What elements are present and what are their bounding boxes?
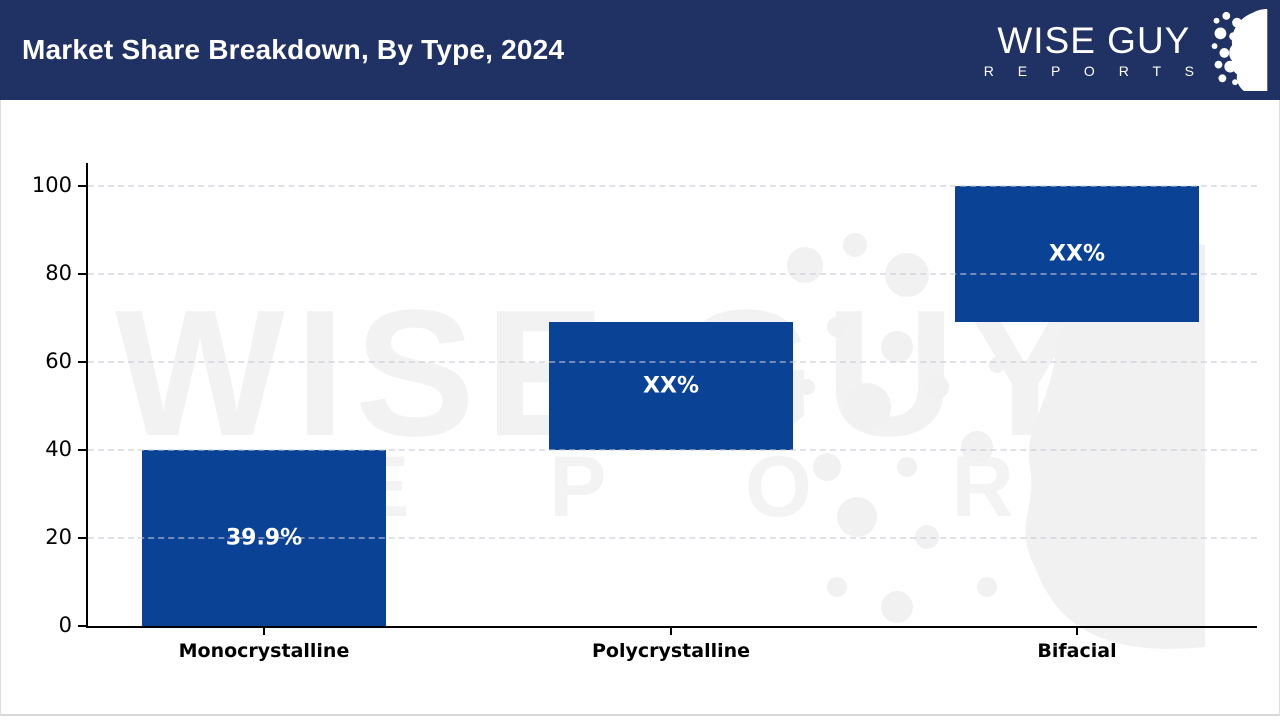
bar-chart: 39.9% XX% XX% 0 20 40 60 80 100 Monocrystalline Po… [0, 100, 1280, 714]
y-tick-label: 40 [45, 437, 72, 461]
y-tick-mark [78, 449, 87, 451]
bar-value-label: 39.9% [225, 525, 303, 551]
wise-guy-reports-logo: WISE GUY R E P O R T S [983, 9, 1268, 91]
y-tick-mark [78, 273, 87, 275]
x-tick-mark [1076, 627, 1078, 635]
x-category-label-polycrystalline: Polycrystalline [591, 640, 751, 662]
bar-polycrystalline [549, 322, 793, 451]
page-left-border [0, 100, 1, 715]
gridline-80 [88, 273, 1257, 275]
bar-bifacial [955, 186, 1199, 323]
bar-value-label: XX% [1049, 241, 1105, 267]
gridline-60 [88, 361, 1257, 363]
x-tick-mark [670, 627, 672, 635]
header-bar: Market Share Breakdown, By Type, 2024 WI… [0, 0, 1280, 100]
y-tick-mark [78, 625, 87, 627]
watermark-dotted-head [787, 233, 1205, 649]
x-axis-line [86, 626, 1257, 628]
x-category-label-monocrystalline: Monocrystalline [178, 640, 350, 662]
y-tick-label: 80 [45, 261, 72, 285]
gridline-40 [88, 449, 1257, 451]
y-tick-mark [78, 361, 87, 363]
x-tick-mark [263, 627, 265, 635]
logo-wordmark: WISE GUY [997, 20, 1191, 61]
dotted-head-icon [1211, 9, 1268, 91]
gridline-100 [88, 185, 1257, 187]
y-tick-label: 100 [31, 173, 72, 197]
x-category-label-bifacial: Bifacial [1037, 640, 1117, 662]
logo-subtitle: R E P O R T S [983, 63, 1204, 79]
y-tick-mark [78, 185, 87, 187]
y-tick-label: 0 [58, 613, 72, 637]
y-tick-label: 20 [45, 525, 72, 549]
y-tick-label: 60 [45, 349, 72, 373]
page-title: Market Share Breakdown, By Type, 2024 [22, 34, 565, 65]
page-bottom-border [0, 714, 1280, 716]
bar-value-label: XX% [643, 373, 699, 399]
logo-text: WISE GUY R E P O R T S [983, 20, 1204, 80]
y-tick-mark [78, 537, 87, 539]
y-axis-line [86, 163, 88, 628]
gridline-20 [88, 537, 1257, 539]
